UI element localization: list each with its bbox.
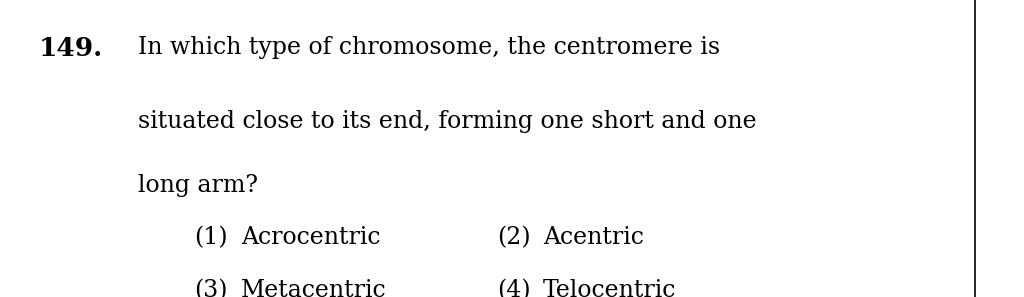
Text: Acrocentric: Acrocentric — [241, 226, 380, 249]
Text: long arm?: long arm? — [138, 174, 258, 197]
Text: (1): (1) — [195, 226, 228, 249]
Text: Metacentric: Metacentric — [241, 279, 386, 297]
Text: situated close to its end, forming one short and one: situated close to its end, forming one s… — [138, 110, 757, 133]
Text: (2): (2) — [497, 226, 530, 249]
Text: Telocentric: Telocentric — [543, 279, 676, 297]
Text: 149.: 149. — [39, 36, 103, 61]
Text: (3): (3) — [195, 279, 228, 297]
Text: (4): (4) — [497, 279, 530, 297]
Text: In which type of chromosome, the centromere is: In which type of chromosome, the centrom… — [138, 36, 720, 59]
Text: Acentric: Acentric — [543, 226, 644, 249]
